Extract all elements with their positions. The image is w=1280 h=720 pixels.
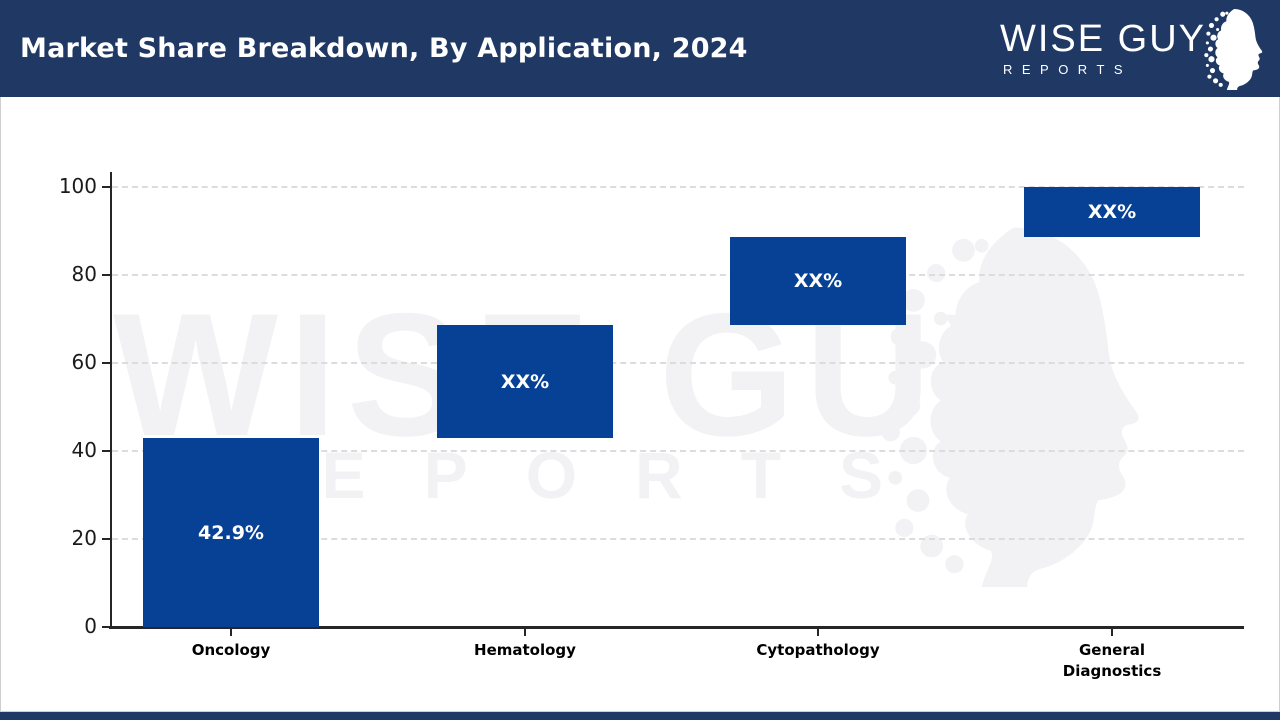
category-label: Cytopathology	[756, 641, 880, 659]
x-tick-label: Cytopathology	[728, 640, 908, 661]
header-bar: Market Share Breakdown, By Application, …	[0, 0, 1280, 97]
footer-bar	[0, 712, 1280, 720]
y-tick-label: 20	[71, 526, 97, 550]
watermark-subtext: REPORTS	[216, 438, 942, 512]
category-label: General Diagnostics	[1062, 641, 1162, 680]
bar-value-label: 42.9%	[198, 521, 264, 544]
x-tickmark	[524, 628, 526, 636]
gridline-20	[112, 538, 1244, 540]
y-axis-line	[110, 172, 112, 629]
y-tick-label: 100	[58, 174, 97, 198]
x-tickmark	[817, 628, 819, 636]
page-title: Market Share Breakdown, By Application, …	[20, 33, 748, 64]
category-label: Oncology	[191, 641, 271, 659]
x-tick-label: Hematology	[435, 640, 615, 661]
y-tick-label: 60	[71, 350, 97, 374]
gridline-80	[112, 274, 1244, 276]
brand-logo: WISE GUY REPORTS	[1000, 8, 1280, 90]
x-tickmark	[1111, 628, 1113, 636]
y-tickmark-60	[102, 362, 111, 364]
bar-cytopathology: XX%	[730, 237, 906, 326]
logo-wordmark: WISE GUY	[999, 18, 1206, 60]
x-axis-line	[109, 626, 1244, 629]
bar-value-label: XX%	[793, 270, 843, 293]
logo-subtext: REPORTS	[1002, 62, 1133, 77]
y-tickmark-20	[102, 538, 111, 540]
y-tick-label: 0	[84, 614, 97, 638]
y-tickmark-0	[102, 626, 111, 628]
gridline-60	[112, 362, 1244, 364]
y-tickmark-40	[102, 450, 111, 452]
y-tickmark-100	[102, 186, 111, 188]
bar-general-diagnostics: XX%	[1024, 187, 1200, 238]
x-tick-label: Oncology	[141, 640, 321, 661]
bar-oncology: 42.9%	[143, 438, 319, 627]
logo-text: WISE GUY REPORTS	[1000, 20, 1206, 77]
bar-value-label: XX%	[500, 370, 550, 393]
x-tickmark	[230, 628, 232, 636]
bar-hematology: XX%	[437, 325, 613, 439]
category-label: Hematology	[474, 641, 576, 659]
y-tick-label: 40	[71, 438, 97, 462]
gridline-40	[112, 450, 1244, 452]
logo-head-icon	[1200, 8, 1266, 90]
chart-area: WISE GUY REPORTS 0 20 40 60 80 100 42.9% Oncolo…	[0, 97, 1280, 712]
gridline-100	[112, 186, 1244, 188]
y-tickmark-80	[102, 274, 111, 276]
y-tick-label: 80	[71, 262, 97, 286]
bar-value-label: XX%	[1087, 201, 1137, 224]
x-tick-label: General Diagnostics	[1022, 640, 1202, 682]
